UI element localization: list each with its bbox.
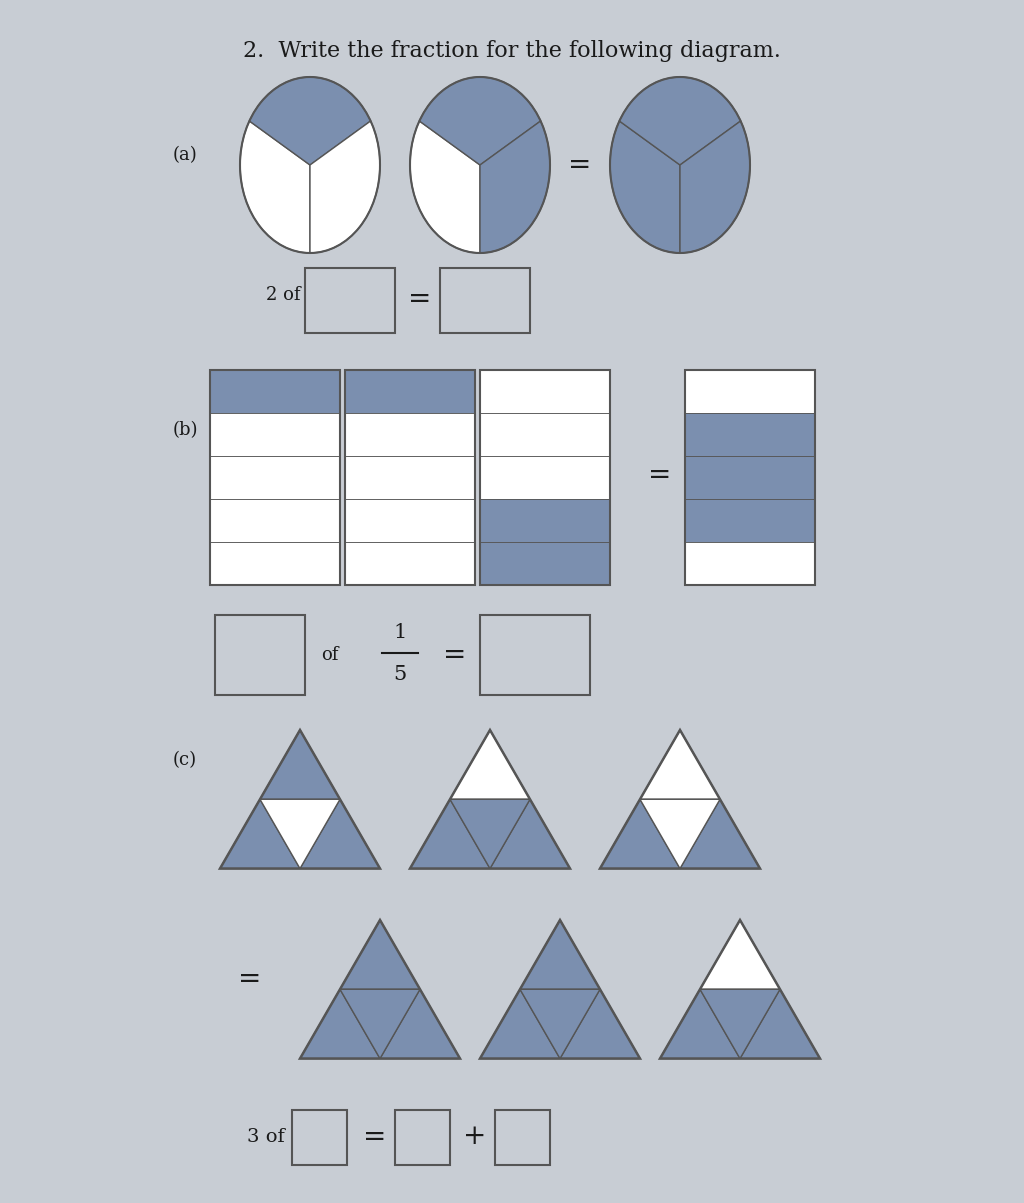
Polygon shape (410, 799, 490, 869)
Bar (292, 1110, 347, 1165)
Polygon shape (250, 77, 371, 165)
Polygon shape (310, 122, 380, 253)
Text: =: = (648, 462, 672, 488)
Polygon shape (300, 989, 380, 1059)
Polygon shape (490, 799, 570, 869)
Bar (685, 543, 815, 585)
Text: 2 of: 2 of (265, 286, 300, 304)
Bar (210, 456, 340, 499)
Polygon shape (520, 920, 600, 989)
Bar (685, 413, 815, 456)
Polygon shape (660, 989, 740, 1059)
Bar (440, 268, 530, 333)
Text: 2.  Write the fraction for the following diagram.: 2. Write the fraction for the following … (243, 40, 781, 63)
Text: 3 of: 3 of (247, 1128, 285, 1146)
Polygon shape (340, 920, 420, 989)
Polygon shape (220, 799, 300, 869)
Bar (345, 371, 475, 585)
Polygon shape (600, 799, 680, 869)
Text: (c): (c) (173, 751, 197, 769)
Bar (305, 268, 395, 333)
Text: =: = (568, 152, 592, 178)
Bar (685, 371, 815, 413)
Text: +: + (463, 1124, 486, 1150)
Polygon shape (560, 989, 640, 1059)
Text: (a): (a) (173, 146, 198, 164)
Text: =: = (239, 966, 262, 994)
Bar (210, 371, 340, 413)
Polygon shape (260, 730, 340, 799)
Bar (210, 499, 340, 543)
Text: 5: 5 (393, 665, 407, 685)
Text: =: = (364, 1124, 387, 1150)
Polygon shape (450, 799, 530, 869)
Bar (495, 1110, 550, 1165)
Text: =: = (409, 286, 432, 314)
Bar (210, 543, 340, 585)
Bar (480, 499, 610, 543)
Bar (480, 456, 610, 499)
Polygon shape (240, 122, 310, 253)
Bar (480, 413, 610, 456)
Bar (345, 543, 475, 585)
Polygon shape (740, 989, 820, 1059)
Polygon shape (410, 122, 480, 253)
Text: =: = (443, 641, 467, 669)
Polygon shape (480, 122, 550, 253)
Text: 1: 1 (393, 623, 407, 642)
Bar (345, 456, 475, 499)
Bar (685, 371, 815, 585)
Polygon shape (640, 730, 720, 799)
Bar (210, 413, 340, 456)
Polygon shape (700, 989, 780, 1059)
Polygon shape (620, 77, 740, 165)
Polygon shape (680, 799, 760, 869)
Polygon shape (640, 799, 720, 869)
Bar (345, 413, 475, 456)
Polygon shape (420, 77, 541, 165)
Polygon shape (480, 989, 560, 1059)
Bar (685, 456, 815, 499)
Bar (210, 371, 340, 585)
Bar (215, 615, 305, 695)
Bar (480, 371, 610, 585)
Polygon shape (380, 989, 460, 1059)
Bar (345, 371, 475, 413)
Polygon shape (700, 920, 780, 989)
Bar (395, 1110, 450, 1165)
Polygon shape (340, 989, 420, 1059)
Bar (345, 499, 475, 543)
Text: of: of (322, 646, 339, 664)
Bar (480, 543, 610, 585)
Bar (480, 371, 610, 413)
Bar (685, 499, 815, 543)
Polygon shape (520, 989, 600, 1059)
Bar (480, 615, 590, 695)
Polygon shape (260, 799, 340, 869)
Polygon shape (680, 122, 750, 253)
Polygon shape (610, 122, 680, 253)
Polygon shape (450, 730, 530, 799)
Text: (b): (b) (172, 421, 198, 439)
Polygon shape (300, 799, 380, 869)
